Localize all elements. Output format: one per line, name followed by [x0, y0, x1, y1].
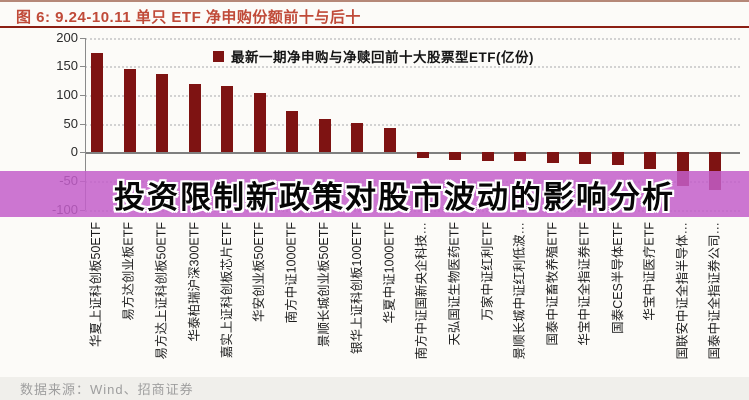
bar [253, 93, 266, 153]
bar [286, 111, 299, 153]
y-axis-tick-label: 100 [56, 87, 78, 103]
page-top-rule [0, 0, 749, 2]
x-axis-category-label: 天弘国证生物医药ETF [447, 222, 462, 346]
bar [546, 152, 559, 164]
y-axis-tick-label: 50 [63, 115, 78, 131]
y-axis-line [85, 37, 86, 210]
bar [383, 128, 396, 153]
x-axis-category-label: 华安创业板50ETF [252, 222, 267, 323]
x-axis-category-label: 国联安中证全指半导体… [675, 222, 690, 360]
legend-label: 最新一期净申购与净赎回前十大股票型ETF(亿份) [231, 50, 534, 65]
x-axis-category-label: 银华上证科创板100ETF [349, 222, 364, 354]
y-axis-tick-mark [80, 66, 85, 68]
x-axis-category-label: 易方达上证科创板50ETF [154, 222, 169, 360]
headline-overlay: 投资限制新政策对股市波动的影响分析 [0, 171, 749, 217]
bar [318, 118, 331, 153]
gridline [85, 37, 740, 40]
chart-legend: 最新一期净申购与净赎回前十大股票型ETF(亿份) [213, 46, 534, 66]
bar [644, 152, 657, 169]
x-axis-category-label: 国泰中证全指证券公司… [707, 222, 722, 360]
y-axis-tick-label: 150 [56, 58, 78, 74]
bar [351, 123, 364, 153]
headline-text: 投资限制新政策对股市波动的影响分析 [114, 179, 675, 215]
data-source-note: 数据来源：Wind、招商证券 [20, 382, 194, 397]
bar [91, 52, 103, 153]
x-axis-category-label: 景顺长城创业板50ETF [317, 222, 332, 348]
bar [123, 69, 136, 153]
y-axis-tick-mark [80, 95, 85, 97]
y-axis-tick-mark [80, 37, 85, 39]
x-axis-category-label: 南方中证国新央企科技… [415, 222, 429, 360]
bar [188, 83, 201, 153]
x-axis-category-label: 华泰柏瑞沪深300ETF [187, 222, 202, 342]
bar [481, 152, 494, 161]
bar [514, 152, 527, 162]
title-underline [0, 26, 749, 28]
y-axis-tick-label: 200 [56, 29, 78, 45]
x-axis-category-label: 万家中证红利ETF [480, 222, 495, 321]
x-axis-category-label: 国泰CES半导体ETF [610, 222, 625, 334]
y-axis-tick-label: 0 [70, 144, 78, 160]
bar [416, 152, 429, 159]
bar [611, 152, 624, 166]
gridline [85, 66, 740, 69]
x-axis-category-label: 华宝中证全指证券ETF [577, 222, 592, 346]
x-axis-category-label: 国泰中证畜牧养殖ETF [545, 222, 560, 346]
x-axis-category-label: 华宝中证医疗ETF [642, 222, 657, 321]
x-axis-category-label: 南方中证1000ETF [284, 222, 299, 324]
x-axis-category-label: 景顺长城中证红利低波… [512, 222, 527, 360]
x-axis-category-label: 嘉实上证科创板芯片ETF [219, 222, 234, 359]
x-axis-line [85, 152, 740, 155]
x-axis-category-label: 华夏中证1000ETF [382, 222, 397, 324]
y-axis-tick-mark [80, 152, 85, 154]
gridline [85, 123, 740, 126]
source-bar: 数据来源：Wind、招商证券 [0, 377, 749, 400]
bar [156, 73, 169, 153]
y-axis-tick-mark [80, 123, 85, 125]
bar [579, 152, 592, 164]
bar [449, 152, 462, 160]
bar [221, 85, 234, 153]
legend-marker-icon [213, 50, 224, 62]
gridline [85, 95, 740, 98]
x-axis-category-label: 华夏上证科创板50ETF [89, 222, 104, 348]
figure-title: 图 6: 9.24-10.11 单只 ETF 净申购份额前十与后十 [16, 9, 361, 26]
x-axis-category-label: 易方达创业板ETF [122, 222, 137, 321]
